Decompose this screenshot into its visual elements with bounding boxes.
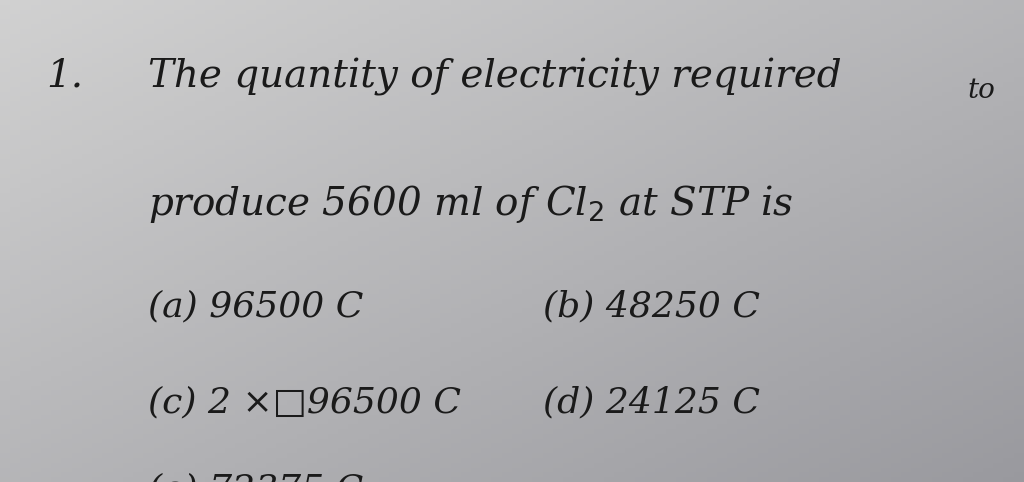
Text: The quantity of electricity required: The quantity of electricity required (148, 58, 842, 96)
Text: to: to (968, 77, 995, 104)
Text: produce 5600 ml of Cl$_2$ at STP is: produce 5600 ml of Cl$_2$ at STP is (148, 183, 794, 225)
Text: (b) 48250 C: (b) 48250 C (543, 289, 760, 323)
Text: (e) 72375 C: (e) 72375 C (148, 472, 364, 482)
Text: (d) 24125 C: (d) 24125 C (543, 386, 760, 420)
Text: 1.: 1. (46, 58, 83, 95)
Text: (c) 2 ×□96500 C: (c) 2 ×□96500 C (148, 386, 462, 420)
Text: (a) 96500 C: (a) 96500 C (148, 289, 364, 323)
